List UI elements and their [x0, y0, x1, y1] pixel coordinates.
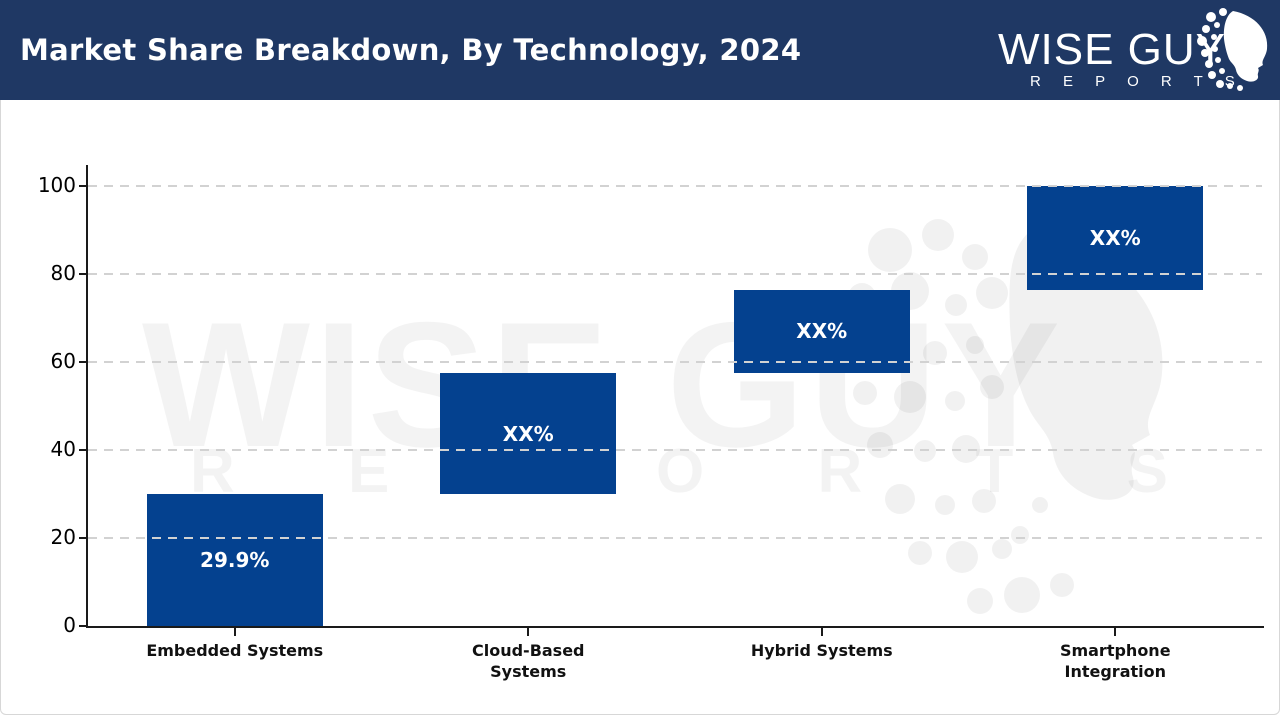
page-title: Market Share Breakdown, By Technology, 2…: [20, 33, 802, 67]
y-axis-tick-label: 40: [50, 437, 76, 461]
x-category-label: Smartphone Integration: [1059, 641, 1171, 681]
bar-segment: [146, 494, 323, 626]
y-axis-tick-label: 20: [50, 525, 76, 549]
logo-subtext: R E P O R T S: [1030, 73, 1244, 90]
x-category-label: Hybrid Systems: [750, 641, 893, 660]
y-gridline: [88, 537, 1262, 539]
bar-segment: [440, 373, 617, 495]
x-axis-tick: [233, 628, 236, 636]
y-gridline: [88, 273, 1262, 275]
y-axis-line: [86, 165, 88, 628]
x-category-label: Cloud-Based Systems: [471, 641, 585, 681]
report-header: Market Share Breakdown, By Technology, 2…: [0, 0, 1280, 100]
y-gridline: [88, 185, 1262, 187]
y-axis-tick: [79, 537, 87, 539]
bar-value-label: XX%: [796, 319, 848, 344]
y-axis-tick-label: 80: [50, 261, 76, 285]
bar-value-label: 29.9%: [200, 548, 270, 573]
y-axis-tick: [79, 361, 87, 363]
bar-value-label: XX%: [502, 421, 554, 446]
x-category-label: Embedded Systems: [146, 641, 324, 660]
bar-segment: [733, 289, 910, 373]
y-axis-tick: [79, 273, 87, 275]
x-axis-tick: [527, 628, 530, 636]
x-axis-tick: [1114, 628, 1117, 636]
x-axis-tick: [820, 628, 823, 636]
y-gridline: [88, 361, 1262, 363]
y-axis-tick-label: 0: [63, 613, 76, 637]
bar-value-label: XX%: [1089, 225, 1141, 250]
bar-segment: [1027, 186, 1204, 290]
logo-dotted-head-icon: [1197, 8, 1268, 91]
wise-guy-reports-logo: WISE GUY R E P O R T S: [998, 8, 1268, 91]
y-gridline: [88, 449, 1262, 451]
y-axis-tick: [79, 449, 87, 451]
y-axis-tick-label: 60: [50, 349, 76, 373]
y-axis-tick-label: 100: [37, 173, 76, 197]
y-axis-tick: [79, 185, 87, 187]
x-axis-line: [86, 626, 1264, 628]
logo-wordmark: WISE GUY: [998, 25, 1226, 74]
y-axis-tick: [79, 625, 87, 627]
